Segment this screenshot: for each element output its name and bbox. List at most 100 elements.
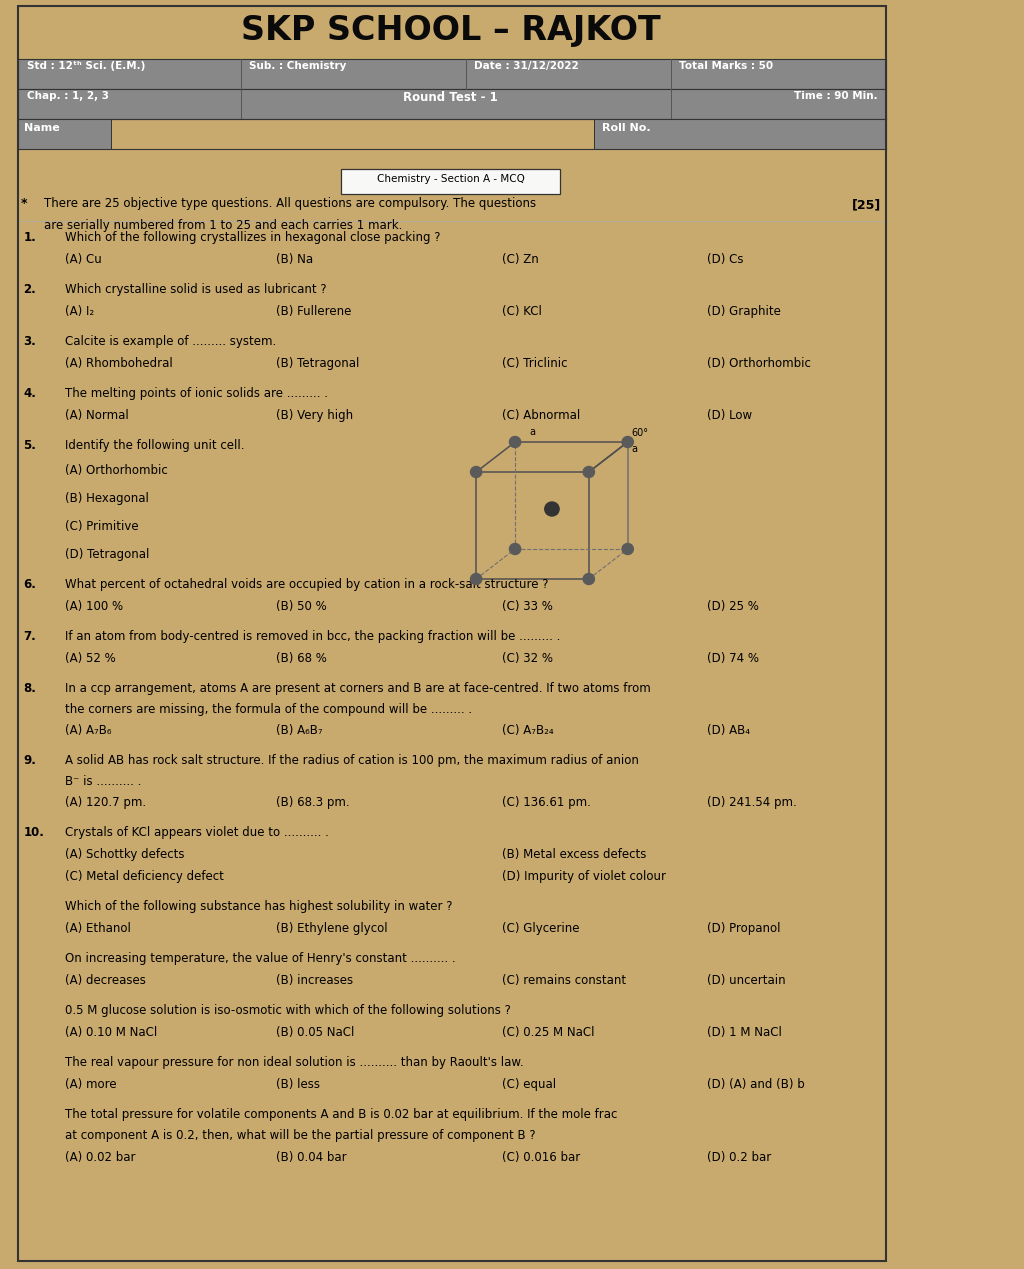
Text: Roll No.: Roll No. — [602, 123, 650, 133]
Text: (C) Zn: (C) Zn — [502, 253, 539, 266]
Text: (A) Normal: (A) Normal — [65, 409, 128, 423]
Text: Chemistry - Section A - MCQ: Chemistry - Section A - MCQ — [377, 174, 524, 184]
Text: (D) 1 M NaCl: (D) 1 M NaCl — [707, 1027, 781, 1039]
Text: (A) 120.7 pm.: (A) 120.7 pm. — [65, 796, 145, 810]
Text: (B) 68.3 pm.: (B) 68.3 pm. — [276, 796, 350, 810]
Circle shape — [622, 543, 633, 555]
Text: Round Test - 1: Round Test - 1 — [403, 91, 498, 104]
Text: (B) 0.04 bar: (B) 0.04 bar — [276, 1151, 347, 1164]
Text: If an atom from body-centred is removed in bcc, the packing fraction will be ...: If an atom from body-centred is removed … — [65, 629, 560, 643]
Text: (A) Ethanol: (A) Ethanol — [65, 923, 130, 935]
Text: (C) Primitive: (C) Primitive — [65, 520, 138, 533]
Text: Time : 90 Min.: Time : 90 Min. — [794, 91, 878, 102]
Text: (B) Fullerene: (B) Fullerene — [276, 305, 352, 319]
Circle shape — [584, 467, 594, 477]
Text: (C) Triclinic: (C) Triclinic — [502, 357, 567, 371]
Text: (A) A₇B₆: (A) A₇B₆ — [65, 725, 111, 737]
Text: 8.: 8. — [24, 681, 37, 695]
Text: *: * — [20, 197, 27, 209]
Text: Crystals of KCl appears violet due to .......... .: Crystals of KCl appears violet due to ..… — [65, 826, 329, 839]
Text: (C) Metal deficiency defect: (C) Metal deficiency defect — [65, 871, 223, 883]
Text: (D) 25 %: (D) 25 % — [707, 600, 759, 613]
Text: (D) Graphite: (D) Graphite — [707, 305, 780, 319]
Text: (B) Na: (B) Na — [276, 253, 313, 266]
Circle shape — [471, 467, 482, 477]
Text: Std : 12ᵗʰ Sci. (E.M.): Std : 12ᵗʰ Sci. (E.M.) — [27, 61, 145, 71]
Circle shape — [510, 543, 520, 555]
Text: 2.: 2. — [24, 283, 36, 296]
Text: Total Marks : 50: Total Marks : 50 — [679, 61, 773, 71]
Text: (B) 0.05 NaCl: (B) 0.05 NaCl — [276, 1027, 355, 1039]
Text: Chap. : 1, 2, 3: Chap. : 1, 2, 3 — [27, 91, 109, 102]
Text: (D) 241.54 pm.: (D) 241.54 pm. — [707, 796, 797, 810]
Text: Date : 31/12/2022: Date : 31/12/2022 — [474, 61, 579, 71]
Text: (B) increases: (B) increases — [276, 975, 353, 987]
FancyBboxPatch shape — [18, 58, 886, 89]
Text: (D) 74 %: (D) 74 % — [707, 652, 759, 665]
Text: 5.: 5. — [24, 439, 37, 452]
Text: (D) Impurity of violet colour: (D) Impurity of violet colour — [502, 871, 666, 883]
Text: are serially numbered from 1 to 25 and each carries 1 mark.: are serially numbered from 1 to 25 and e… — [44, 220, 402, 232]
Text: (D) uncertain: (D) uncertain — [707, 975, 785, 987]
Text: (D) Low: (D) Low — [707, 409, 752, 423]
Text: (B) Tetragonal: (B) Tetragonal — [276, 357, 359, 371]
Text: (A) Rhombohedral: (A) Rhombohedral — [65, 357, 172, 371]
Text: Which crystalline solid is used as lubricant ?: Which crystalline solid is used as lubri… — [65, 283, 326, 296]
Text: 3.: 3. — [24, 335, 36, 348]
Text: 9.: 9. — [24, 754, 37, 766]
Text: (D) (A) and (B) b: (D) (A) and (B) b — [707, 1077, 804, 1091]
Text: (A) decreases: (A) decreases — [65, 975, 145, 987]
Text: 1.: 1. — [24, 231, 36, 244]
Text: (A) 0.02 bar: (A) 0.02 bar — [65, 1151, 135, 1164]
Text: (A) Schottky defects: (A) Schottky defects — [65, 848, 184, 860]
Text: (B) 68 %: (B) 68 % — [276, 652, 328, 665]
Text: (C) KCl: (C) KCl — [502, 305, 542, 319]
Text: On increasing temperature, the value of Henry's constant .......... .: On increasing temperature, the value of … — [65, 952, 455, 964]
Text: Calcite is example of ......... system.: Calcite is example of ......... system. — [65, 335, 275, 348]
Text: (D) Orthorhombic: (D) Orthorhombic — [707, 357, 810, 371]
Text: (D) Tetragonal: (D) Tetragonal — [65, 548, 148, 561]
Text: (C) 0.25 M NaCl: (C) 0.25 M NaCl — [502, 1027, 594, 1039]
Text: 6.: 6. — [24, 577, 37, 591]
Text: at component A is 0.2, then, what will be the partial pressure of component B ?: at component A is 0.2, then, what will b… — [65, 1129, 536, 1142]
Text: (A) more: (A) more — [65, 1077, 116, 1091]
Text: (B) A₆B₇: (B) A₆B₇ — [276, 725, 324, 737]
Text: Which of the following substance has highest solubility in water ?: Which of the following substance has hig… — [65, 900, 452, 912]
Text: a: a — [529, 426, 536, 437]
Text: (A) 52 %: (A) 52 % — [65, 652, 116, 665]
Text: (D) 0.2 bar: (D) 0.2 bar — [707, 1151, 771, 1164]
Text: In a ccp arrangement, atoms A are present at corners and B are at face-centred. : In a ccp arrangement, atoms A are presen… — [65, 681, 650, 695]
Text: (A) 100 %: (A) 100 % — [65, 600, 123, 613]
Text: 60°: 60° — [632, 428, 649, 438]
Text: The melting points of ionic solids are ......... .: The melting points of ionic solids are .… — [65, 387, 328, 400]
Text: (B) Hexagonal: (B) Hexagonal — [65, 492, 148, 505]
Text: (C) 0.016 bar: (C) 0.016 bar — [502, 1151, 580, 1164]
Text: The real vapour pressure for non ideal solution is .......... than by Raoult's l: The real vapour pressure for non ideal s… — [65, 1056, 523, 1068]
Text: (B) Metal excess defects: (B) Metal excess defects — [502, 848, 646, 860]
Text: (C) 136.61 pm.: (C) 136.61 pm. — [502, 796, 591, 810]
Text: 4.: 4. — [24, 387, 37, 400]
Text: 7.: 7. — [24, 629, 36, 643]
Text: (A) 0.10 M NaCl: (A) 0.10 M NaCl — [65, 1027, 157, 1039]
FancyBboxPatch shape — [18, 119, 111, 148]
Text: (C) Glycerine: (C) Glycerine — [502, 923, 580, 935]
Text: (B) less: (B) less — [276, 1077, 321, 1091]
Text: Name: Name — [24, 123, 59, 133]
Text: (A) Orthorhombic: (A) Orthorhombic — [65, 464, 167, 477]
Text: (C) equal: (C) equal — [502, 1077, 556, 1091]
Text: There are 25 objective type questions. All questions are compulsory. The questio: There are 25 objective type questions. A… — [44, 197, 537, 209]
Text: (D) Cs: (D) Cs — [707, 253, 743, 266]
Text: (C) remains constant: (C) remains constant — [502, 975, 626, 987]
Circle shape — [622, 437, 633, 448]
Text: 0.5 M glucose solution is iso-osmotic with which of the following solutions ?: 0.5 M glucose solution is iso-osmotic wi… — [65, 1004, 510, 1016]
Text: [25]: [25] — [851, 198, 881, 211]
Text: Which of the following crystallizes in hexagonal close packing ?: Which of the following crystallizes in h… — [65, 231, 440, 244]
Text: 10.: 10. — [24, 826, 44, 839]
Circle shape — [510, 437, 520, 448]
Text: What percent of octahedral voids are occupied by cation in a rock-salt structure: What percent of octahedral voids are occ… — [65, 577, 548, 591]
Circle shape — [545, 503, 559, 516]
Text: (A) I₂: (A) I₂ — [65, 305, 93, 319]
Text: SKP SCHOOL – RAJKOT: SKP SCHOOL – RAJKOT — [241, 14, 660, 47]
Text: the corners are missing, the formula of the compound will be ......... .: the corners are missing, the formula of … — [65, 703, 472, 716]
Text: A solid AB has rock salt structure. If the radius of cation is 100 pm, the maxim: A solid AB has rock salt structure. If t… — [65, 754, 638, 766]
